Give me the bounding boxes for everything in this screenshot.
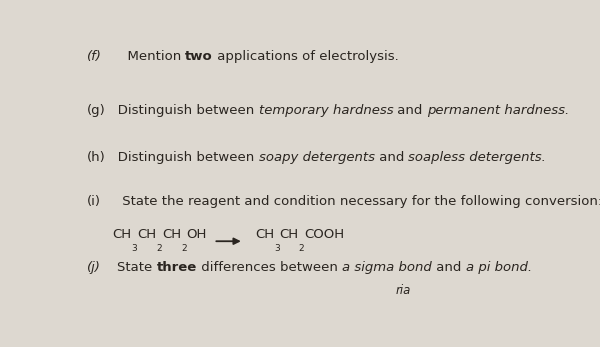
Text: a sigma bond: a sigma bond: [343, 261, 432, 274]
Text: permanent hardness.: permanent hardness.: [427, 104, 569, 117]
Text: COOH: COOH: [304, 228, 344, 241]
Text: CH: CH: [112, 228, 131, 241]
Text: Distinguish between: Distinguish between: [106, 151, 259, 163]
Text: ria: ria: [396, 284, 411, 297]
Text: (f): (f): [86, 50, 101, 64]
Text: and: and: [432, 261, 466, 274]
Text: temporary hardness: temporary hardness: [259, 104, 394, 117]
Text: CH: CH: [162, 228, 181, 241]
Text: 3: 3: [131, 244, 137, 253]
Text: (j): (j): [86, 261, 101, 274]
Text: two: two: [185, 50, 213, 64]
Text: Mention: Mention: [101, 50, 185, 64]
Text: 2: 2: [181, 244, 187, 253]
Text: applications of electrolysis.: applications of electrolysis.: [213, 50, 398, 64]
Text: State the reagent and condition necessary for the following conversion:: State the reagent and condition necessar…: [101, 195, 600, 208]
Text: 2: 2: [299, 244, 304, 253]
Text: differences between: differences between: [197, 261, 343, 274]
Text: soapless detergents.: soapless detergents.: [409, 151, 547, 163]
Text: CH: CH: [255, 228, 274, 241]
Text: 3: 3: [274, 244, 280, 253]
Text: (h): (h): [86, 151, 106, 163]
Text: CH: CH: [137, 228, 156, 241]
Text: soapy detergents: soapy detergents: [259, 151, 375, 163]
Text: OH: OH: [187, 228, 207, 241]
Text: State: State: [101, 261, 157, 274]
Text: (i): (i): [86, 195, 101, 208]
Text: a pi bond.: a pi bond.: [466, 261, 532, 274]
Text: and: and: [394, 104, 427, 117]
Text: Distinguish between: Distinguish between: [106, 104, 259, 117]
Text: (g): (g): [86, 104, 106, 117]
Text: CH: CH: [280, 228, 299, 241]
Text: 2: 2: [156, 244, 162, 253]
Text: and: and: [375, 151, 409, 163]
Text: three: three: [157, 261, 197, 274]
